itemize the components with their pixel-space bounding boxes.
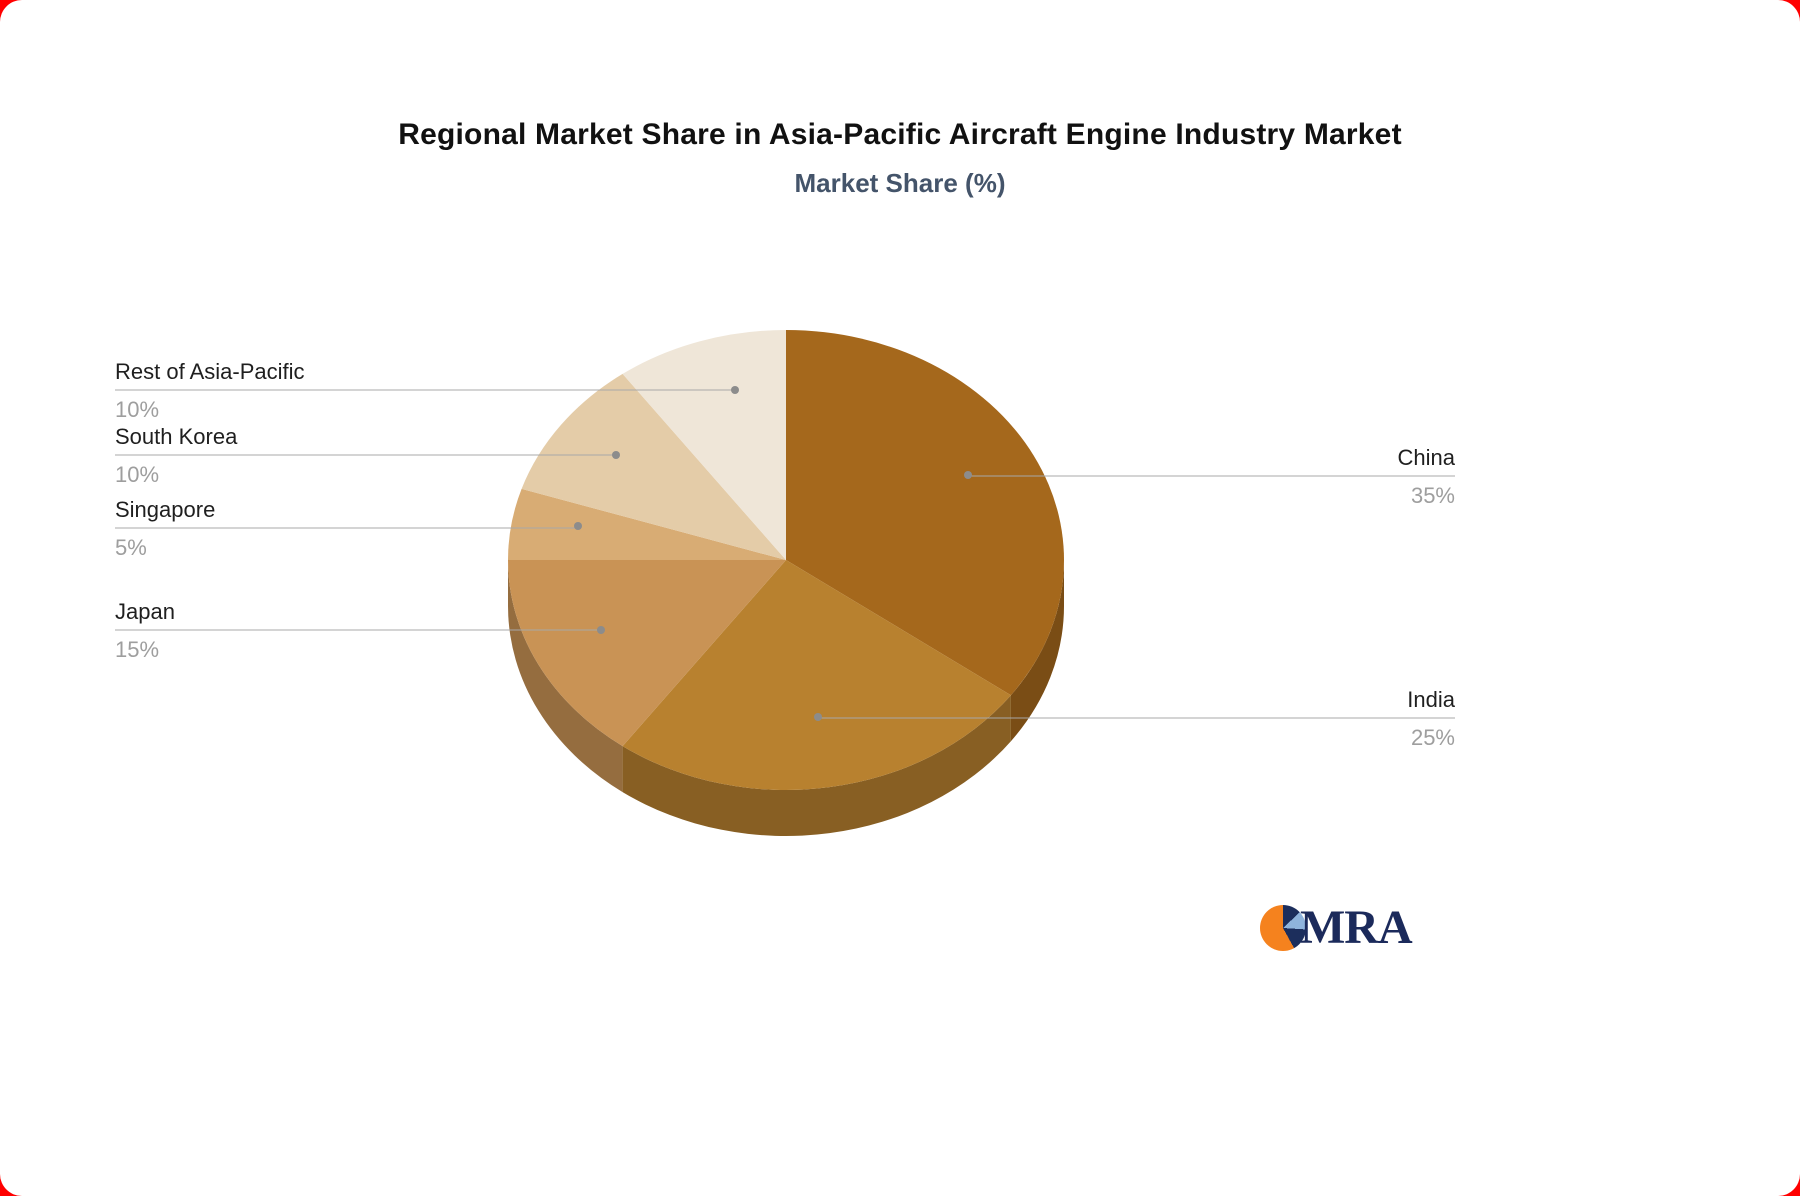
pie-value-rest-of-asia-pacific: 10% — [115, 397, 160, 422]
pie-slice-south-korea[interactable] — [521, 373, 786, 560]
pie-label-japan: Japan — [115, 599, 175, 624]
leader-dot-rest-of-asia-pacific — [731, 386, 739, 394]
pie-label-singapore: Singapore — [115, 497, 216, 522]
pie-value-south-korea: 10% — [115, 462, 160, 487]
pie-value-singapore: 5% — [115, 535, 147, 560]
pie-label-india: India — [1407, 687, 1455, 712]
mra-logo-text: MRA — [1300, 901, 1413, 954]
mra-logo-pie-icon — [1260, 904, 1306, 951]
pie-slice-rest-of-asia-pacific[interactable] — [622, 330, 786, 560]
leader-dot-south-korea — [612, 451, 620, 459]
pie-slice-japan[interactable] — [508, 560, 786, 747]
leader-dot-singapore — [574, 522, 582, 530]
pie-value-china: 35% — [1410, 483, 1455, 508]
leader-dot-japan — [597, 626, 605, 634]
pie-slice-side-japan — [508, 560, 623, 793]
pie-slice-side-india — [622, 695, 1011, 837]
pie-label-south-korea: South Korea — [115, 424, 238, 449]
pie-slice-side-china — [1010, 560, 1064, 742]
chart-subtitle: Market Share (%) — [794, 168, 1006, 198]
pie-slice-india[interactable] — [622, 560, 1011, 791]
chart-title: Regional Market Share in Asia-Pacific Ai… — [398, 118, 1402, 151]
leader-dot-china — [964, 471, 972, 479]
pie-slice-china[interactable] — [786, 330, 1065, 696]
pie-label-china: China — [1397, 445, 1455, 470]
pie-label-rest-of-asia-pacific: Rest of Asia-Pacific — [115, 359, 305, 384]
mra-logo: MRA — [1260, 900, 1413, 955]
pie-slice-singapore[interactable] — [507, 488, 786, 560]
pie-value-india: 25% — [1410, 725, 1455, 750]
pie-value-japan: 15% — [115, 637, 160, 662]
leader-dot-india — [814, 713, 822, 721]
